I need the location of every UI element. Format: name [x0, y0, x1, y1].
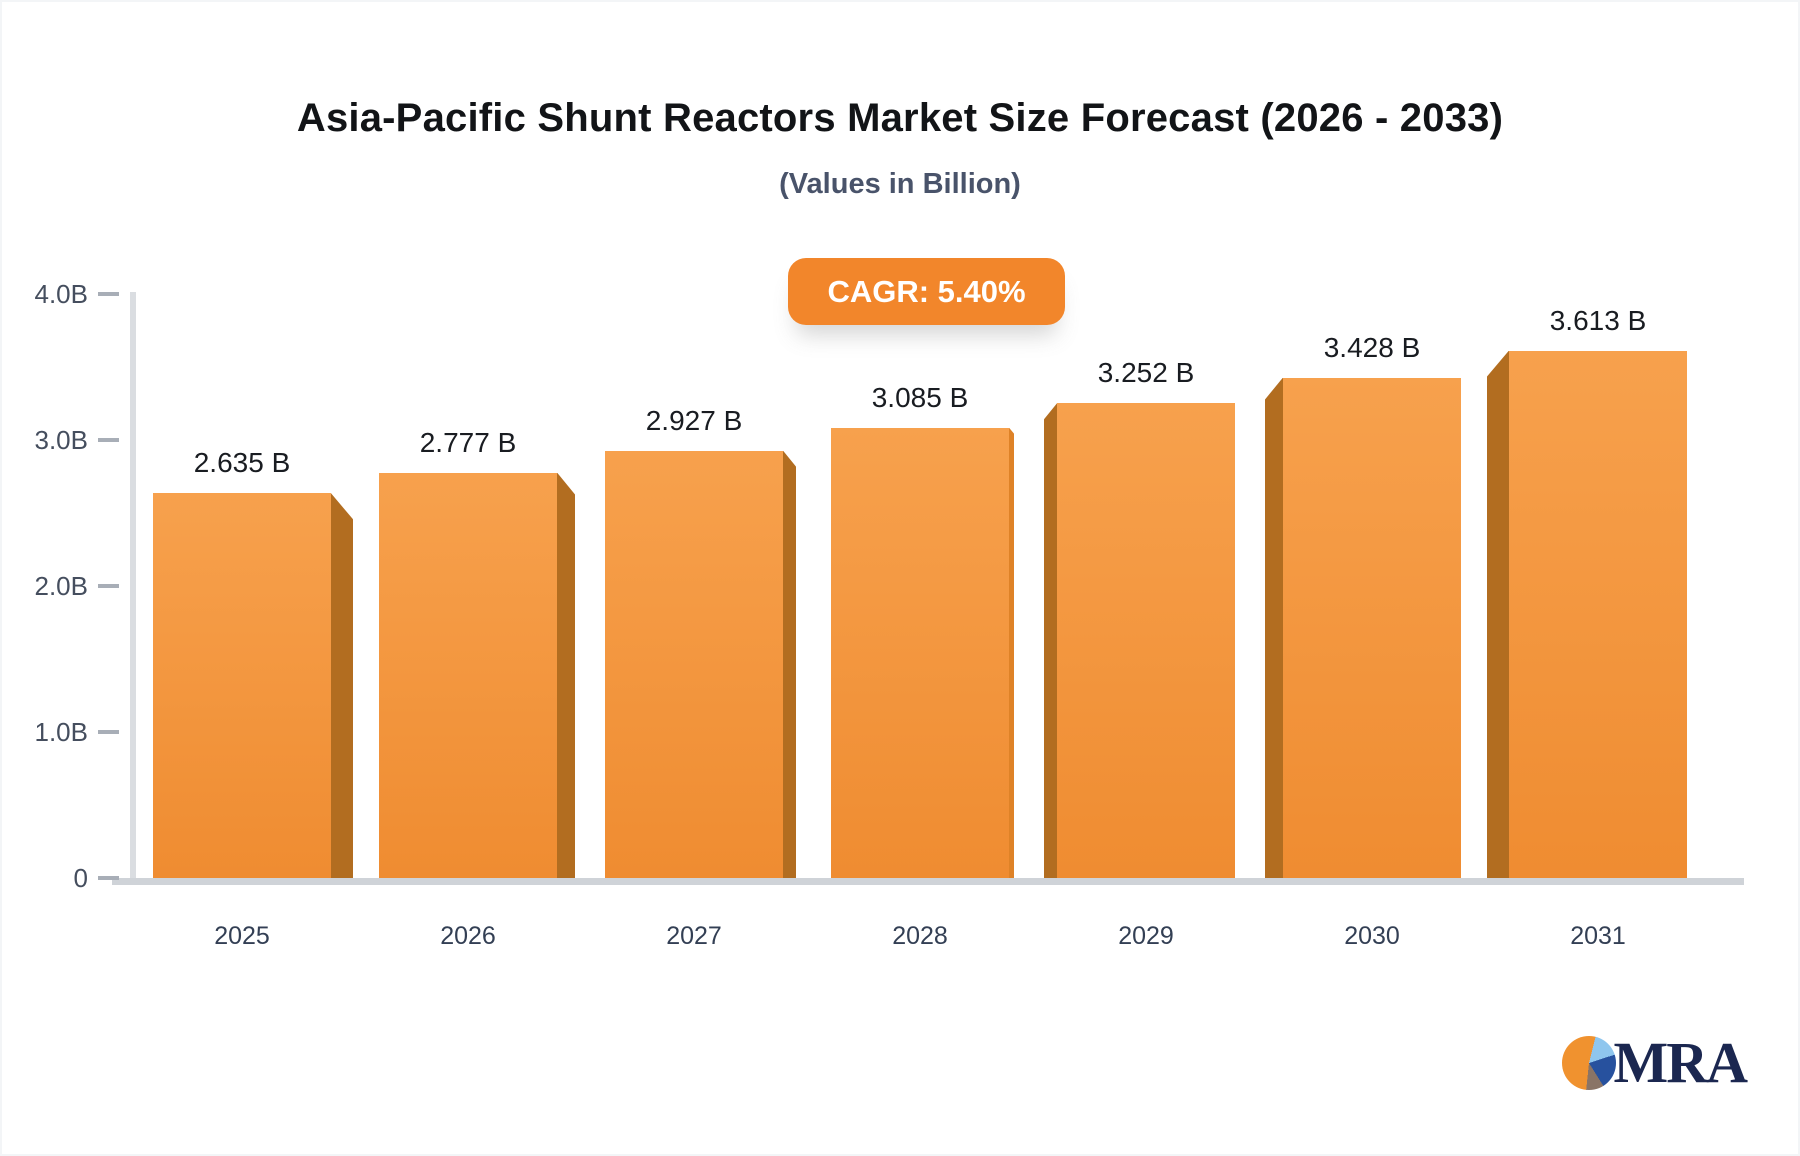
- bar-side-face-2029: [1044, 403, 1057, 878]
- x-axis-label-2031: 2031: [1570, 922, 1626, 950]
- x-axis-label-2025: 2025: [214, 922, 270, 950]
- bar-side-face-2025: [331, 493, 353, 878]
- y-axis-tick-label: 1.0B: [34, 717, 89, 747]
- mra-logo: MRA: [1562, 1030, 1748, 1095]
- y-axis-tick: [98, 584, 119, 588]
- bar-2029[interactable]: [1057, 403, 1235, 878]
- bar-side-face-2028: [1009, 427, 1014, 878]
- x-axis-label-2030: 2030: [1344, 922, 1400, 950]
- bar-value-label-2028: 3.085 B: [871, 381, 969, 413]
- bar-value-label-2026: 2.777 B: [419, 426, 517, 458]
- y-axis-tick: [98, 876, 119, 880]
- bar-2031[interactable]: [1509, 350, 1687, 878]
- pie-chart-logo-icon: [1562, 1036, 1617, 1090]
- x-axis-label-2028: 2028: [892, 922, 948, 950]
- y-axis-tick-label: 4.0B: [34, 279, 89, 309]
- bar-value-label-2031: 3.613 B: [1549, 304, 1647, 336]
- bar-value-label-2025: 2.635 B: [193, 447, 291, 479]
- bar-value-label-2029: 3.252 B: [1097, 357, 1195, 389]
- bar-2028[interactable]: [831, 427, 1009, 878]
- cagr-badge-label: CAGR: 5.40%: [827, 273, 1026, 309]
- bar-value-label-2027: 2.927 B: [645, 404, 743, 436]
- chart-subtitle: (Values in Billion): [779, 168, 1021, 200]
- y-axis-tick-label: 0: [73, 863, 88, 893]
- x-axis-label-2029: 2029: [1118, 922, 1174, 950]
- cagr-badge: CAGR: 5.40%: [788, 258, 1065, 325]
- y-axis-tick: [98, 438, 119, 442]
- chart-title: Asia-Pacific Shunt Reactors Market Size …: [296, 96, 1504, 140]
- x-axis-line: [112, 878, 1744, 885]
- y-axis-tick-label: 2.0B: [34, 571, 89, 601]
- bar-2026[interactable]: [379, 472, 557, 878]
- bar-2030[interactable]: [1283, 377, 1461, 878]
- y-axis-tick: [98, 292, 119, 296]
- bar-2025[interactable]: [153, 493, 331, 878]
- bar-value-label-2030: 3.428 B: [1323, 331, 1421, 363]
- bar-2027[interactable]: [605, 450, 783, 878]
- bar-side-face-2027: [783, 450, 796, 878]
- bar-side-face-2031: [1487, 350, 1509, 878]
- x-axis-label-2026: 2026: [440, 922, 496, 950]
- bar-side-face-2030: [1265, 377, 1283, 878]
- x-axis-label-2027: 2027: [666, 922, 722, 950]
- y-axis-line: [130, 292, 136, 885]
- logo-text: MRA: [1613, 1030, 1748, 1095]
- bar-side-face-2026: [557, 472, 575, 878]
- y-axis-tick: [98, 730, 119, 734]
- y-axis-tick-label: 3.0B: [34, 425, 89, 455]
